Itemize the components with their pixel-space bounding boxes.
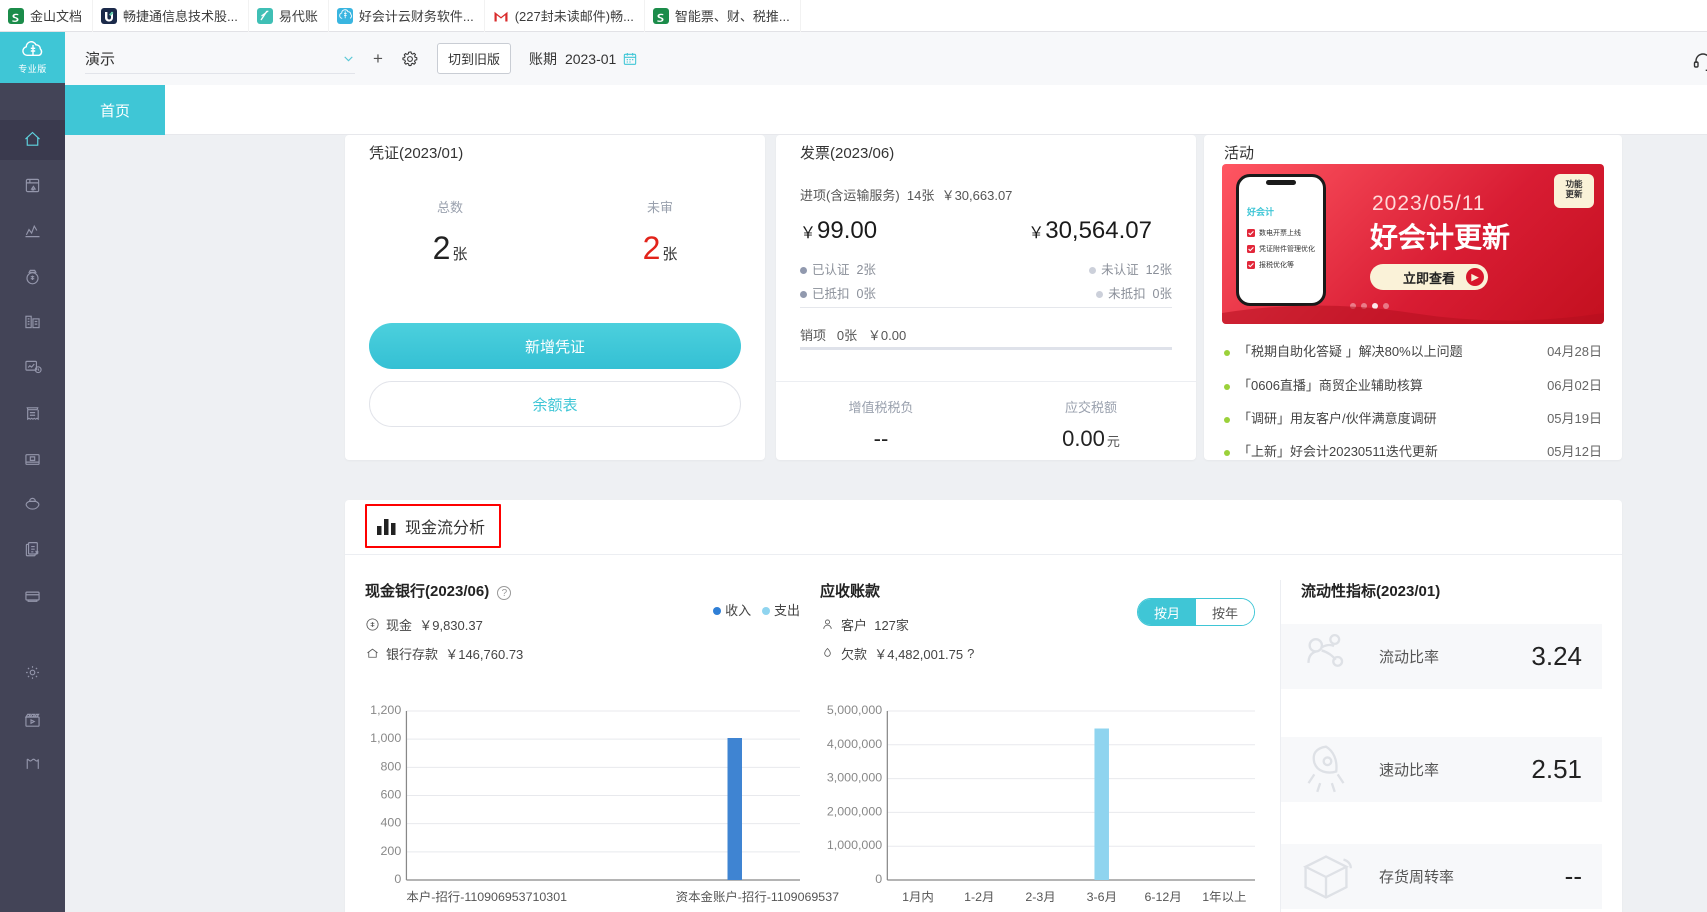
svg-text:1,200: 1,200 xyxy=(370,703,401,717)
svg-text:3-6月: 3-6月 xyxy=(1087,890,1117,904)
svg-text:6-12月: 6-12月 xyxy=(1144,890,1181,904)
svg-text:1,000: 1,000 xyxy=(370,731,401,745)
svg-text:1,000,000: 1,000,000 xyxy=(827,838,882,852)
svg-text:3,000,000: 3,000,000 xyxy=(827,771,882,785)
svg-text:本户-招行-110906953710301: 本户-招行-110906953710301 xyxy=(406,889,567,904)
svg-text:2,000,000: 2,000,000 xyxy=(827,805,882,819)
svg-text:800: 800 xyxy=(381,760,402,774)
svg-text:4,000,000: 4,000,000 xyxy=(827,737,882,751)
svg-text:0: 0 xyxy=(875,872,882,886)
svg-text:2-3月: 2-3月 xyxy=(1025,890,1055,904)
svg-text:200: 200 xyxy=(381,844,402,858)
svg-text:400: 400 xyxy=(381,816,402,830)
svg-text:1月内: 1月内 xyxy=(902,890,934,904)
svg-text:0: 0 xyxy=(394,872,401,886)
svg-text:600: 600 xyxy=(381,788,402,802)
svg-text:资本金账户-招行-1109069537: 资本金账户-招行-1109069537 xyxy=(676,889,840,904)
svg-text:1年以上: 1年以上 xyxy=(1202,890,1246,904)
svg-text:1-2月: 1-2月 xyxy=(964,890,994,904)
svg-text:5,000,000: 5,000,000 xyxy=(827,703,882,717)
